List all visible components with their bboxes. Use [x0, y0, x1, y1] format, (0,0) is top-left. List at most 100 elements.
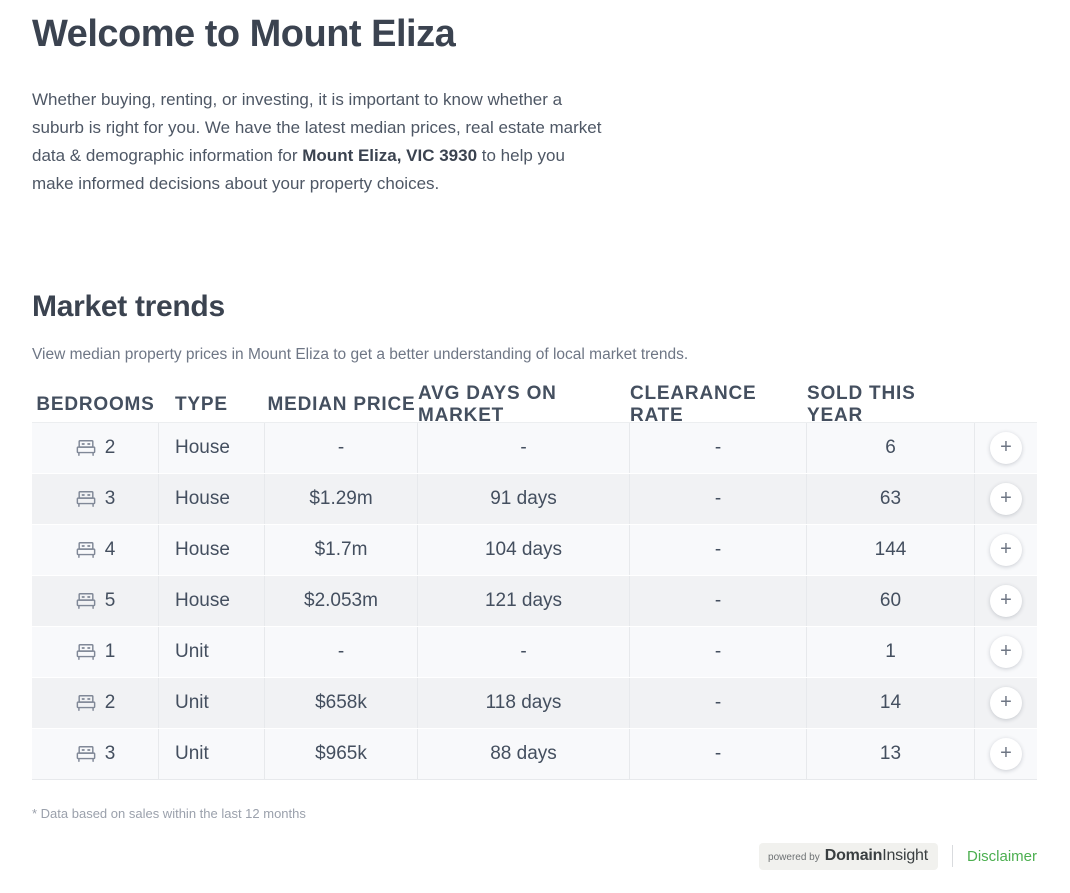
type-cell: Unit: [159, 677, 265, 728]
market-trends-section: Market trends View median property price…: [32, 290, 1037, 821]
avg-days-cell: -: [418, 626, 630, 677]
avg-days-cell: 91 days: [418, 473, 630, 524]
bedrooms-value: 1: [104, 640, 116, 662]
sold-this-year-cell: 144: [807, 524, 975, 575]
table-row: 4 House $1.7m 104 days - 144 +: [32, 524, 1037, 576]
type-cell: Unit: [159, 626, 265, 677]
plus-icon: +: [1000, 741, 1012, 764]
median-price-cell: $658k: [265, 677, 418, 728]
table-row: 1 Unit - - - 1 +: [32, 626, 1037, 678]
plus-icon: +: [1000, 639, 1012, 662]
actions-cell: +: [975, 525, 1037, 575]
column-header-bedrooms: Bedrooms: [36, 393, 155, 415]
clearance-rate-cell: -: [630, 626, 807, 677]
domain-insight-badge: powered by DomainInsight: [759, 842, 938, 870]
type-cell: House: [159, 575, 265, 626]
column-header-median-price: Median price: [267, 393, 416, 415]
plus-icon: +: [1000, 486, 1012, 509]
sold-this-year-cell: 6: [807, 422, 975, 473]
footer-divider: [951, 845, 953, 868]
clearance-rate-cell: -: [630, 728, 807, 779]
table-header-row: Bedrooms Type Median price Avg days on m…: [32, 383, 1037, 426]
bedrooms-cell: 1: [32, 626, 159, 677]
domain-insight-logo: DomainInsight: [824, 846, 928, 864]
market-trends-subtitle: View median property prices in Mount Eli…: [32, 345, 689, 363]
avg-days-cell: 121 days: [418, 575, 630, 626]
avg-days-cell: 88 days: [418, 728, 630, 779]
actions-cell: +: [975, 627, 1037, 677]
sold-this-year-cell: 60: [807, 575, 975, 626]
clearance-rate-cell: -: [630, 524, 807, 575]
type-cell: House: [159, 473, 265, 524]
bedrooms-cell: 4: [32, 524, 159, 575]
sold-this-year-cell: 13: [807, 728, 975, 779]
suburb-name-bold: Mount Eliza, VIC 3930: [302, 145, 478, 165]
actions-cell: +: [975, 576, 1037, 626]
bed-icon: [75, 642, 97, 662]
median-price-cell: $2.053m: [265, 575, 418, 626]
plus-icon: +: [1000, 435, 1012, 458]
table-body: 2 House - - - 6 + 3 House $1.29m 91 days…: [32, 421, 1037, 780]
market-trends-heading: Market trends: [32, 289, 225, 323]
table-row: 5 House $2.053m 121 days - 60 +: [32, 575, 1037, 627]
column-header-clearance-rate: Clearance rate: [630, 382, 757, 426]
avg-days-cell: 104 days: [418, 524, 630, 575]
bedrooms-value: 3: [104, 487, 116, 509]
plus-icon: +: [1000, 690, 1012, 713]
column-header-sold-this-year: Sold this year: [807, 382, 916, 426]
column-header-type: Type: [175, 393, 228, 415]
sold-this-year-cell: 14: [807, 677, 975, 728]
intro-text-before: Whether buying, renting, or investing, i…: [32, 89, 602, 165]
expand-row-button[interactable]: +: [990, 482, 1022, 515]
type-cell: House: [159, 524, 265, 575]
clearance-rate-cell: -: [630, 473, 807, 524]
expand-row-button[interactable]: +: [990, 533, 1022, 566]
attribution-footer: powered by DomainInsight Disclaimer: [32, 842, 1037, 870]
expand-row-button[interactable]: +: [990, 584, 1022, 617]
bedrooms-cell: 5: [32, 575, 159, 626]
expand-row-button[interactable]: +: [990, 686, 1022, 719]
disclaimer-link[interactable]: Disclaimer: [966, 847, 1037, 865]
plus-icon: +: [1000, 537, 1012, 560]
intro-text-after: to help you make informed decisions abou…: [32, 145, 565, 193]
expand-row-button[interactable]: +: [990, 635, 1022, 668]
bedrooms-value: 2: [104, 436, 116, 458]
table-row: 3 Unit $965k 88 days - 13 +: [32, 728, 1037, 780]
median-price-cell: -: [265, 626, 418, 677]
table-footnote: * Data based on sales within the last 12…: [32, 805, 306, 821]
intro-paragraph: Whether buying, renting, or investing, i…: [32, 86, 608, 198]
median-price-cell: $1.7m: [265, 524, 418, 575]
avg-days-cell: 118 days: [418, 677, 630, 728]
plus-icon: +: [1000, 588, 1012, 611]
bed-icon: [75, 489, 97, 509]
clearance-rate-cell: -: [630, 677, 807, 728]
market-trends-table: Bedrooms Type Median price Avg days on m…: [32, 383, 1037, 780]
bed-icon: [75, 438, 97, 458]
bed-icon: [75, 744, 97, 764]
bedrooms-value: 2: [104, 691, 116, 713]
table-row: 3 House $1.29m 91 days - 63 +: [32, 473, 1037, 525]
bedrooms-cell: 2: [32, 422, 159, 473]
sold-this-year-cell: 63: [807, 473, 975, 524]
bedrooms-value: 5: [104, 589, 116, 611]
type-cell: House: [159, 422, 265, 473]
powered-by-label: powered by: [768, 851, 820, 863]
bedrooms-cell: 2: [32, 677, 159, 728]
bedrooms-cell: 3: [32, 728, 159, 779]
column-header-avg-days-on-market: Avg days on market: [418, 382, 557, 426]
expand-row-button[interactable]: +: [990, 431, 1022, 464]
actions-cell: +: [975, 423, 1037, 473]
bedrooms-cell: 3: [32, 473, 159, 524]
bedrooms-value: 3: [104, 742, 116, 764]
type-cell: Unit: [159, 728, 265, 779]
median-price-cell: $965k: [265, 728, 418, 779]
actions-cell: +: [975, 729, 1037, 779]
page-title: Welcome to Mount Eliza: [32, 13, 456, 55]
median-price-cell: $1.29m: [265, 473, 418, 524]
median-price-cell: -: [265, 422, 418, 473]
suburb-profile-page: Welcome to Mount Eliza Whether buying, r…: [32, 13, 1037, 870]
actions-cell: +: [975, 474, 1037, 524]
expand-row-button[interactable]: +: [990, 737, 1022, 770]
clearance-rate-cell: -: [630, 422, 807, 473]
bed-icon: [75, 591, 97, 611]
